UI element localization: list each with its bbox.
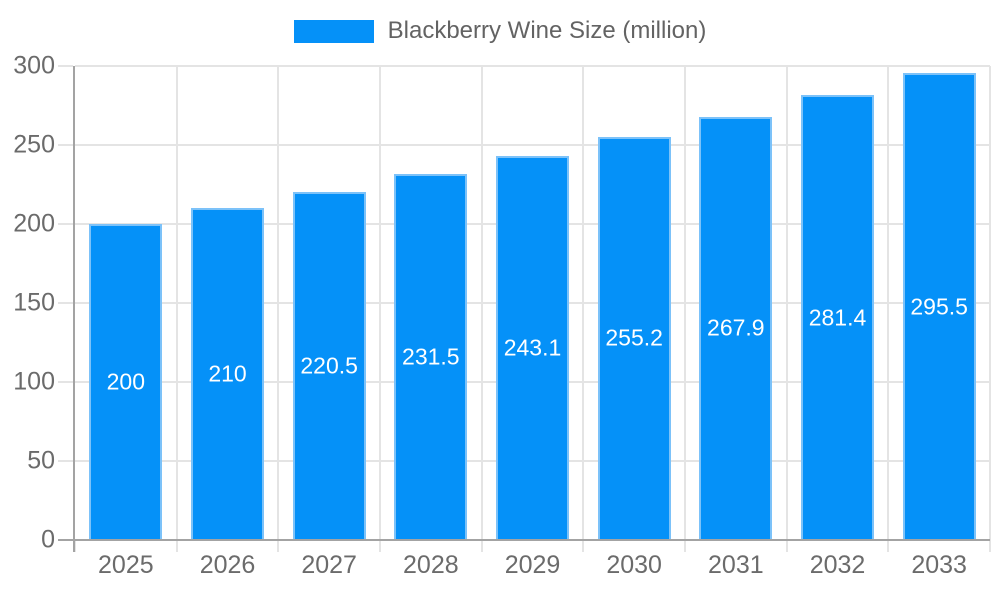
y-gridline [75,65,990,67]
bar[interactable] [801,95,874,540]
x-axis-tick [74,540,76,552]
legend[interactable]: Blackberry Wine Size (million) [0,14,1000,48]
x-axis-tick-label: 2033 [911,551,967,579]
y-axis-tick [58,302,73,304]
y-axis-tick-label: 150 [13,288,55,317]
bar-value-label: 243.1 [503,334,562,361]
x-axis-tick-label: 2031 [708,551,764,579]
y-axis-tick-label: 100 [13,367,55,396]
bar-value-label: 281.4 [808,304,867,331]
x-gridline [684,66,686,540]
x-axis-tick [379,540,381,552]
x-axis-tick [684,540,686,552]
bar[interactable] [394,174,468,540]
bar[interactable] [496,155,569,540]
x-gridline [480,66,483,540]
x-axis-tick-label: 2029 [504,551,561,579]
x-axis-tick-label: 2028 [403,551,459,579]
y-axis-tick-label: 0 [41,525,55,554]
x-axis-tick-label: 2032 [809,551,866,579]
x-axis-tick-label: 2030 [606,551,662,579]
x-gridline [887,66,890,540]
x-axis-tick [277,540,280,552]
x-gridline [175,66,178,540]
x-axis-tick-label: 2027 [301,551,357,579]
bar-value-label: 255.2 [605,324,663,351]
y-axis-tick-label: 50 [27,446,55,475]
x-axis-tick [887,540,890,552]
y-axis-tick-label: 300 [13,51,55,80]
x-gridline [989,66,991,540]
legend-swatch [293,19,374,43]
bar[interactable] [699,116,773,540]
x-axis-tick [480,540,483,552]
bar-value-label: 200 [106,368,146,395]
x-axis-tick [582,540,585,552]
y-gridline [75,144,990,146]
legend-label: Blackberry Wine Size (million) [387,17,707,44]
x-axis-tick [989,540,991,552]
bar-value-label: 220.5 [300,352,358,379]
y-axis-line [73,66,75,552]
bar[interactable] [597,136,671,540]
y-axis-tick [58,381,73,383]
bar-value-label: 295.5 [910,293,968,320]
y-axis-tick [58,223,73,225]
y-axis-tick-label: 250 [13,130,55,159]
bar-value-label: 267.9 [707,314,765,341]
y-axis-tick [58,144,73,146]
x-axis-tick [175,540,178,552]
bar[interactable] [191,208,264,540]
bar[interactable] [902,73,976,540]
bar[interactable] [292,191,366,540]
plot-area: 200 210 220.5 231.5 243.1 255.2 267.9 281.4 295.… [75,65,991,540]
y-axis-tick [58,65,73,67]
x-gridline [785,66,788,540]
bar-value-label: 210 [208,360,247,387]
x-axis-tick-label: 2025 [98,551,154,579]
bar-value-label: 231.5 [402,343,460,370]
bar[interactable] [89,224,163,540]
x-gridline [277,66,280,540]
x-axis-line [58,539,990,541]
y-axis-tick-label: 200 [13,209,55,238]
y-axis-tick [58,460,73,462]
x-gridline [379,66,381,540]
x-axis-tick [785,540,788,552]
x-gridline [582,66,585,540]
x-axis-tick-label: 2026 [199,551,256,579]
